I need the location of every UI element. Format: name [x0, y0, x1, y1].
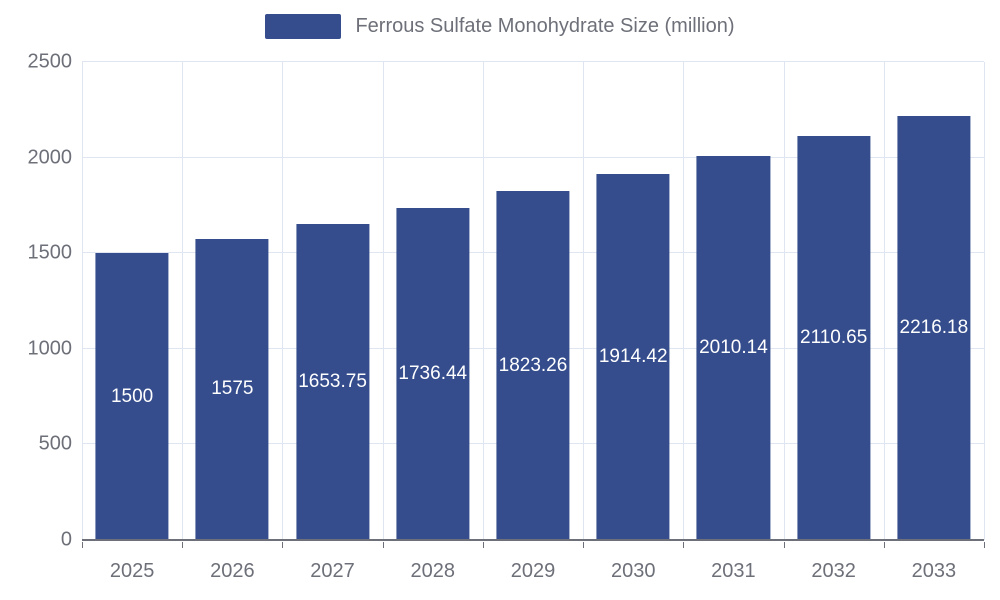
bar-value-label: 2216.18: [899, 317, 969, 339]
bar-value-label: 1736.44: [398, 363, 468, 384]
gridline-vertical: [282, 62, 284, 540]
bar-2026[interactable]: 1575: [195, 238, 269, 540]
x-axis-line: [82, 539, 984, 541]
x-tick-mark: [683, 542, 685, 548]
gridline-vertical: [683, 62, 685, 540]
bar-slot: 1653.75: [282, 62, 382, 540]
bar-2033[interactable]: 2216.18: [897, 116, 971, 540]
bar-slot: 1914.42: [583, 62, 683, 540]
bar-value-label: 1823.26: [498, 354, 568, 376]
bar-slot: 1823.26: [483, 62, 583, 540]
bar-value-label: 2110.65: [800, 327, 868, 349]
y-tick-label: 0: [60, 528, 72, 551]
bar-2028[interactable]: 1736.44: [396, 208, 470, 540]
x-tick-mark: [984, 542, 985, 548]
y-tick-label: 2500: [27, 50, 73, 73]
legend[interactable]: Ferrous Sulfate Monohydrate Size (millio…: [0, 14, 1000, 39]
x-tick-mark: [583, 542, 585, 548]
gridline-vertical: [382, 62, 384, 540]
bar-2032[interactable]: 2110.65: [797, 136, 871, 540]
gridline-vertical: [482, 62, 484, 540]
y-tick-label: 1500: [27, 241, 73, 264]
x-category-label: 2027: [310, 560, 355, 582]
bar-slot: 2216.18: [884, 62, 984, 540]
x-category-label: 2028: [410, 560, 456, 582]
x-tick-mark: [382, 542, 384, 548]
gridline-vertical: [984, 62, 985, 540]
x-category-label: 2026: [210, 560, 255, 582]
plot-area: 1500 1575 1653.75 1736.44 1823.26 1914.42 2010…: [82, 61, 985, 548]
bar-2031[interactable]: 2010.14: [696, 155, 770, 540]
x-category-label: 2032: [811, 560, 856, 582]
bar-2025[interactable]: 1500: [95, 253, 169, 540]
x-tick-mark: [182, 542, 184, 548]
bar-value-label: 1914.42: [598, 345, 668, 367]
gridline-vertical: [883, 62, 885, 540]
y-tick-label: 500: [38, 432, 72, 455]
y-tick-label: 1000: [27, 337, 73, 360]
x-tick-mark: [282, 542, 284, 548]
bar-slot: 1500: [82, 62, 182, 540]
legend-swatch-icon: [265, 14, 342, 39]
bar-value-label: 1653.75: [298, 370, 367, 392]
x-category-label: 2025: [109, 560, 155, 582]
x-tick-mark: [82, 542, 83, 548]
bar-slot: 2110.65: [784, 62, 884, 540]
x-tick-mark: [482, 542, 484, 548]
bar-slot: 1575: [182, 62, 282, 540]
gridline-horizontal: [82, 156, 984, 158]
x-category-label: 2033: [911, 560, 957, 582]
gridline-vertical: [783, 62, 785, 540]
bar-2030[interactable]: 1914.42: [596, 173, 670, 540]
bar-value-label: 1575: [211, 378, 254, 400]
bar-2027[interactable]: 1653.75: [295, 223, 370, 540]
bar-slot: 2010.14: [683, 62, 783, 540]
bar-value-label: 2010.14: [699, 336, 768, 358]
x-tick-mark: [883, 542, 885, 548]
bar-slot: 1736.44: [383, 62, 483, 540]
gridline-vertical: [82, 62, 83, 540]
bars-container: 1500 1575 1653.75 1736.44 1823.26 1914.42 2010…: [82, 62, 984, 540]
gridline-horizontal: [82, 61, 984, 62]
bar-2029[interactable]: 1823.26: [496, 191, 570, 540]
gridline-vertical: [583, 62, 585, 540]
y-axis-labels: 0 500 1000 1500 2000 2500: [0, 51, 73, 551]
gridline-vertical: [182, 62, 184, 540]
x-tick-mark: [783, 542, 785, 548]
bar-value-label: 1500: [110, 385, 154, 407]
legend-label: Ferrous Sulfate Monohydrate Size (millio…: [355, 15, 735, 37]
x-category-label: 2029: [510, 560, 556, 582]
x-category-label: 2030: [610, 560, 656, 582]
y-tick-label: 2000: [27, 146, 73, 169]
x-category-label: 2031: [711, 560, 756, 582]
x-axis-category-labels: 2025 2026 2027 2028 2029 2030 2031 2032 2033: [82, 560, 984, 586]
